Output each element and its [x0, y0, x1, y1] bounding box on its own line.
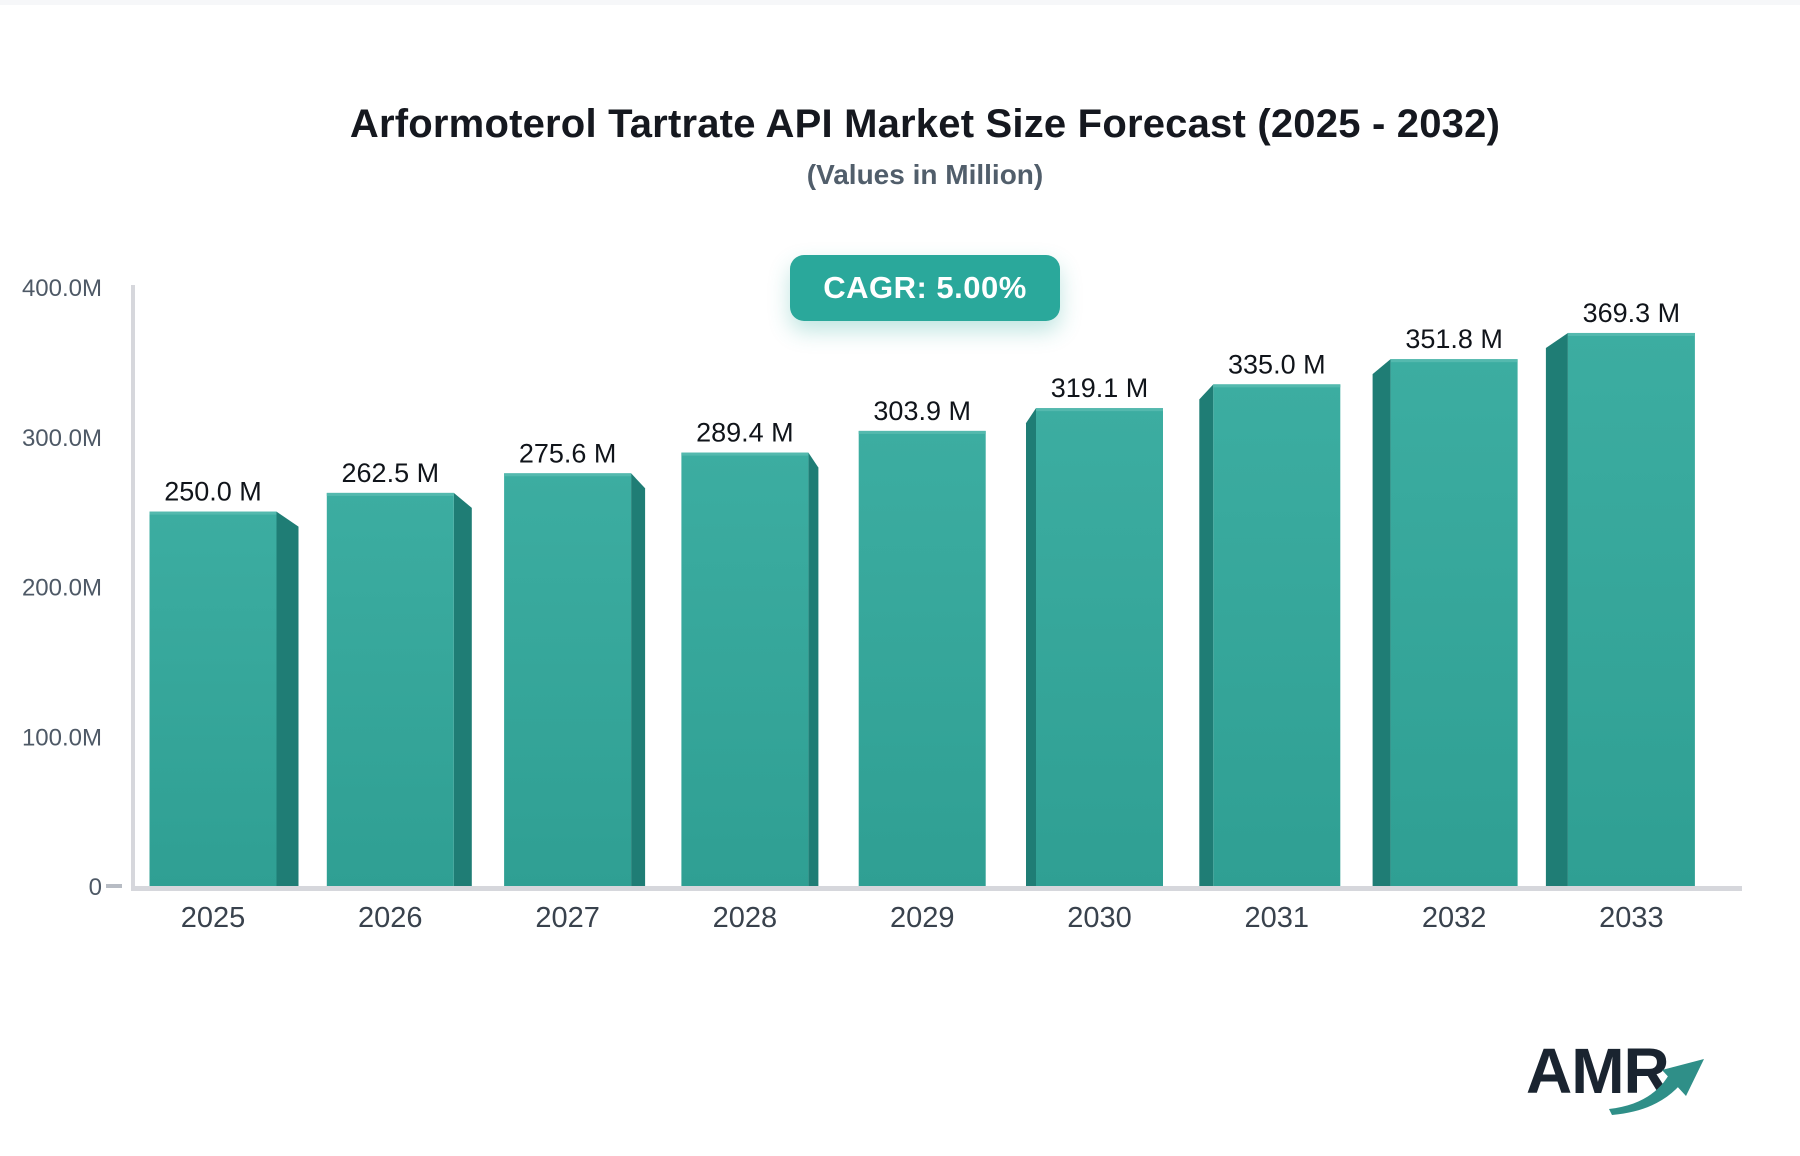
- bar: [1213, 384, 1341, 888]
- bar-group: [1372, 359, 1518, 888]
- labels-layer: 250.0 M 2025 262.5 M 2026 275.6 M 2027 289.4 M…: [22, 275, 1680, 934]
- bar-side-face: [1199, 384, 1214, 888]
- y-axis-line: [131, 285, 135, 888]
- x-axis-label: 2030: [1067, 902, 1132, 934]
- x-axis-label: 2033: [1599, 902, 1664, 934]
- x-axis-label: 2029: [890, 902, 955, 934]
- bar-top-edge: [504, 473, 632, 477]
- bar-side-face: [453, 492, 472, 888]
- cagr-badge: CAGR: 5.00%: [790, 255, 1060, 321]
- bar: [1567, 332, 1695, 888]
- bar-top-edge: [1567, 332, 1695, 336]
- bar-top-edge: [149, 511, 277, 515]
- chart-header: Arformoterol Tartrate API Market Size Fo…: [50, 100, 1800, 192]
- bar-side-face: [1026, 408, 1036, 888]
- bar-group: [1199, 384, 1341, 888]
- x-axis-label: 2028: [713, 902, 778, 934]
- bar-group: [1545, 332, 1695, 888]
- bar-group: [504, 473, 646, 888]
- bar-value-label: 289.4 M: [696, 418, 794, 448]
- badge-wrap: CAGR: 5.00%: [50, 255, 1800, 321]
- chart-subtitle: (Values in Million): [806, 159, 1044, 190]
- bar-value-label: 319.1 M: [1051, 373, 1149, 403]
- bar-value-label: 369.3 M: [1583, 298, 1681, 328]
- zero-tick-dash: [106, 884, 122, 888]
- y-axis-label: 400.0M: [22, 275, 102, 302]
- y-axis-label: 0: [89, 874, 102, 901]
- bar-value-label: 262.5 M: [342, 458, 440, 488]
- bar-value-label: 335.0 M: [1228, 349, 1326, 379]
- bar-side-face: [276, 511, 299, 888]
- bar-group: [681, 452, 819, 888]
- x-axis-label: 2026: [358, 902, 423, 934]
- bar-group: [1026, 408, 1163, 888]
- x-axis-label: 2032: [1422, 902, 1487, 934]
- bar: [504, 473, 632, 888]
- y-axis-label: 200.0M: [22, 575, 102, 602]
- bar-top-edge: [681, 452, 809, 456]
- x-axis-label: 2027: [535, 902, 600, 934]
- bar-value-label: 250.0 M: [164, 477, 262, 507]
- bar-top-edge: [1213, 384, 1341, 388]
- x-axis-label: 2025: [181, 902, 246, 934]
- bar-group: [149, 511, 299, 888]
- bar: [1390, 359, 1518, 888]
- bar-top-edge: [1036, 408, 1163, 412]
- y-axis-label: 100.0M: [22, 724, 102, 751]
- bar-value-label: 275.6 M: [519, 438, 617, 468]
- bar-top-edge: [1390, 359, 1518, 363]
- bar-side-face: [1545, 332, 1568, 888]
- bar-group: [326, 492, 472, 888]
- bar-value-label: 303.9 M: [873, 396, 971, 426]
- x-axis-label: 2031: [1245, 902, 1310, 934]
- bar: [681, 452, 809, 888]
- axis-layer: [106, 285, 1742, 891]
- bar-value-label: 351.8 M: [1405, 324, 1503, 354]
- bar-top-edge: [326, 492, 454, 496]
- y-axis-label: 300.0M: [22, 425, 102, 452]
- x-axis-line: [131, 886, 1742, 891]
- top-strip: [0, 0, 1800, 5]
- bars-layer: [149, 332, 1695, 888]
- page-title: Arformoterol Tartrate API Market Size Fo…: [349, 102, 1501, 146]
- amr-logo: AMR: [1526, 1034, 1746, 1154]
- bar-side-face: [808, 452, 819, 888]
- bar: [1036, 408, 1163, 888]
- bar: [326, 492, 454, 888]
- bar-side-face: [631, 473, 646, 888]
- bar: [858, 430, 986, 888]
- bar-top-edge: [858, 430, 986, 434]
- growth-arrow-icon: [1609, 1059, 1704, 1115]
- bar: [149, 511, 277, 888]
- bar-group: [858, 430, 986, 888]
- amr-logo-text: AMR: [1526, 1035, 1670, 1107]
- bar-side-face: [1372, 359, 1391, 888]
